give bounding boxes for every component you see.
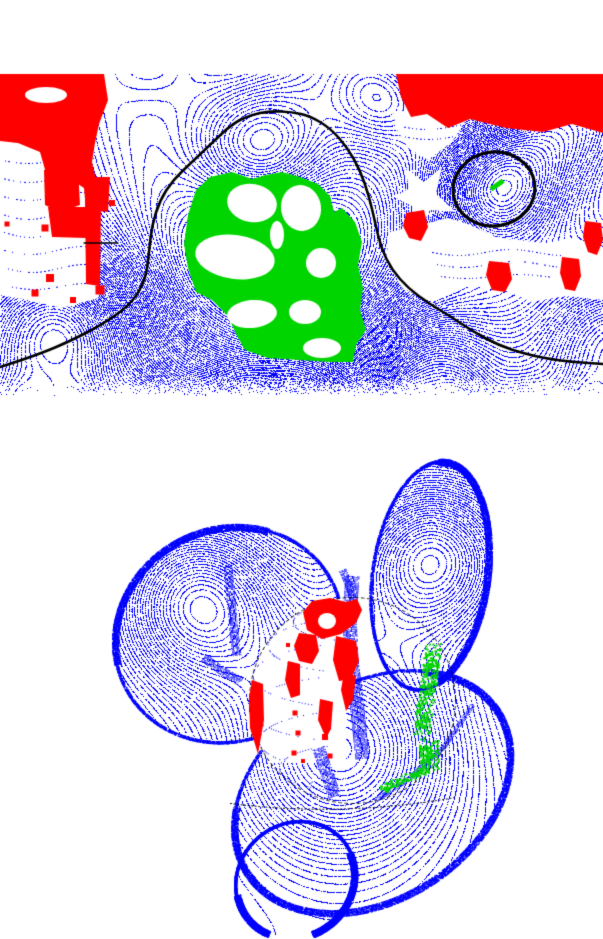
field-line-plot-canvas bbox=[0, 0, 603, 939]
solar-field-figure bbox=[0, 0, 603, 939]
